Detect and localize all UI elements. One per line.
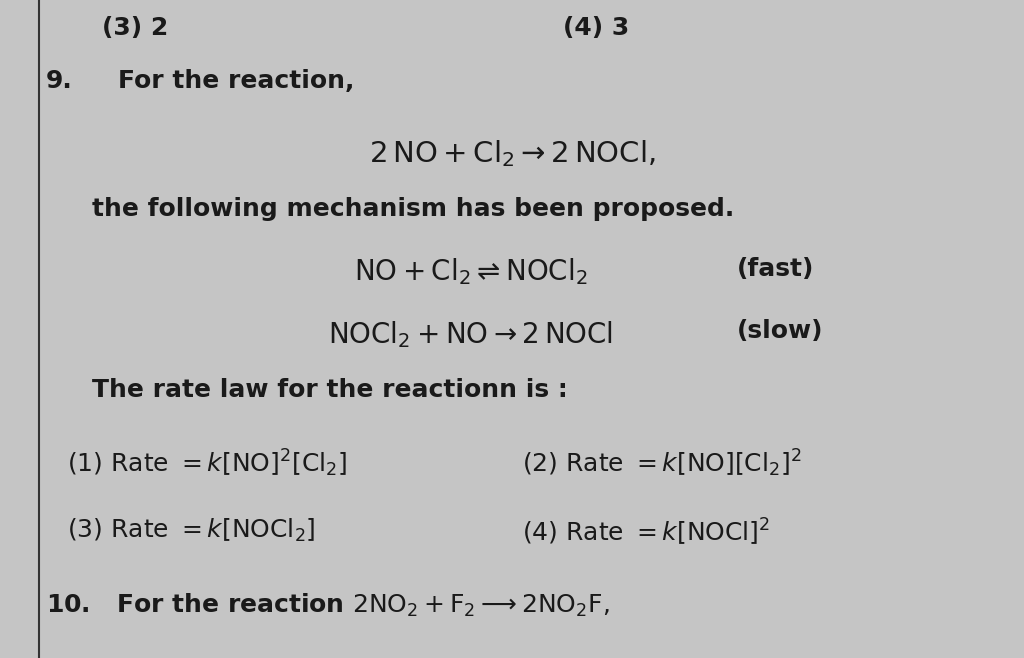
Text: (slow): (slow): [737, 319, 823, 343]
Text: For the reaction,: For the reaction,: [118, 69, 354, 93]
Text: $\mathrm{NOCl}_2 + \mathrm{NO} \rightarrow 2\,\mathrm{NOCl}$: $\mathrm{NOCl}_2 + \mathrm{NO} \rightarr…: [329, 319, 613, 350]
Text: (4) Rate $= k[\mathrm{NOCl}]^2$: (4) Rate $= k[\mathrm{NOCl}]^2$: [522, 517, 770, 547]
Text: $\mathrm{NO} + \mathrm{Cl}_2 \rightleftharpoons \mathrm{NOCl}_2$: $\mathrm{NO} + \mathrm{Cl}_2 \rightlefth…: [354, 257, 588, 288]
Text: 9.: 9.: [46, 69, 73, 93]
Text: (3) 2: (3) 2: [102, 16, 169, 40]
Text: $2\,\mathrm{NO} + \mathrm{Cl}_2 \rightarrow 2\,\mathrm{NOCl,}$: $2\,\mathrm{NO} + \mathrm{Cl}_2 \rightar…: [369, 138, 655, 169]
Text: (4) 3: (4) 3: [563, 16, 630, 40]
Text: (2) Rate $= k[\mathrm{NO}][\mathrm{Cl}_2]^2$: (2) Rate $= k[\mathrm{NO}][\mathrm{Cl}_2…: [522, 447, 802, 479]
Text: (3) Rate $= k[\mathrm{NOCl}_2]$: (3) Rate $= k[\mathrm{NOCl}_2]$: [67, 517, 315, 544]
Text: the following mechanism has been proposed.: the following mechanism has been propose…: [92, 197, 734, 221]
Text: (1) Rate $= k[\mathrm{NO}]^2[\mathrm{Cl}_2]$: (1) Rate $= k[\mathrm{NO}]^2[\mathrm{Cl}…: [67, 447, 347, 479]
Text: (fast): (fast): [737, 257, 815, 280]
Text: The rate law for the reactionn is :: The rate law for the reactionn is :: [92, 378, 568, 402]
Text: 10.   For the reaction $2\mathrm{NO}_2 + \mathrm{F}_2 \longrightarrow 2\mathrm{N: 10. For the reaction $2\mathrm{NO}_2 + \…: [46, 592, 609, 619]
